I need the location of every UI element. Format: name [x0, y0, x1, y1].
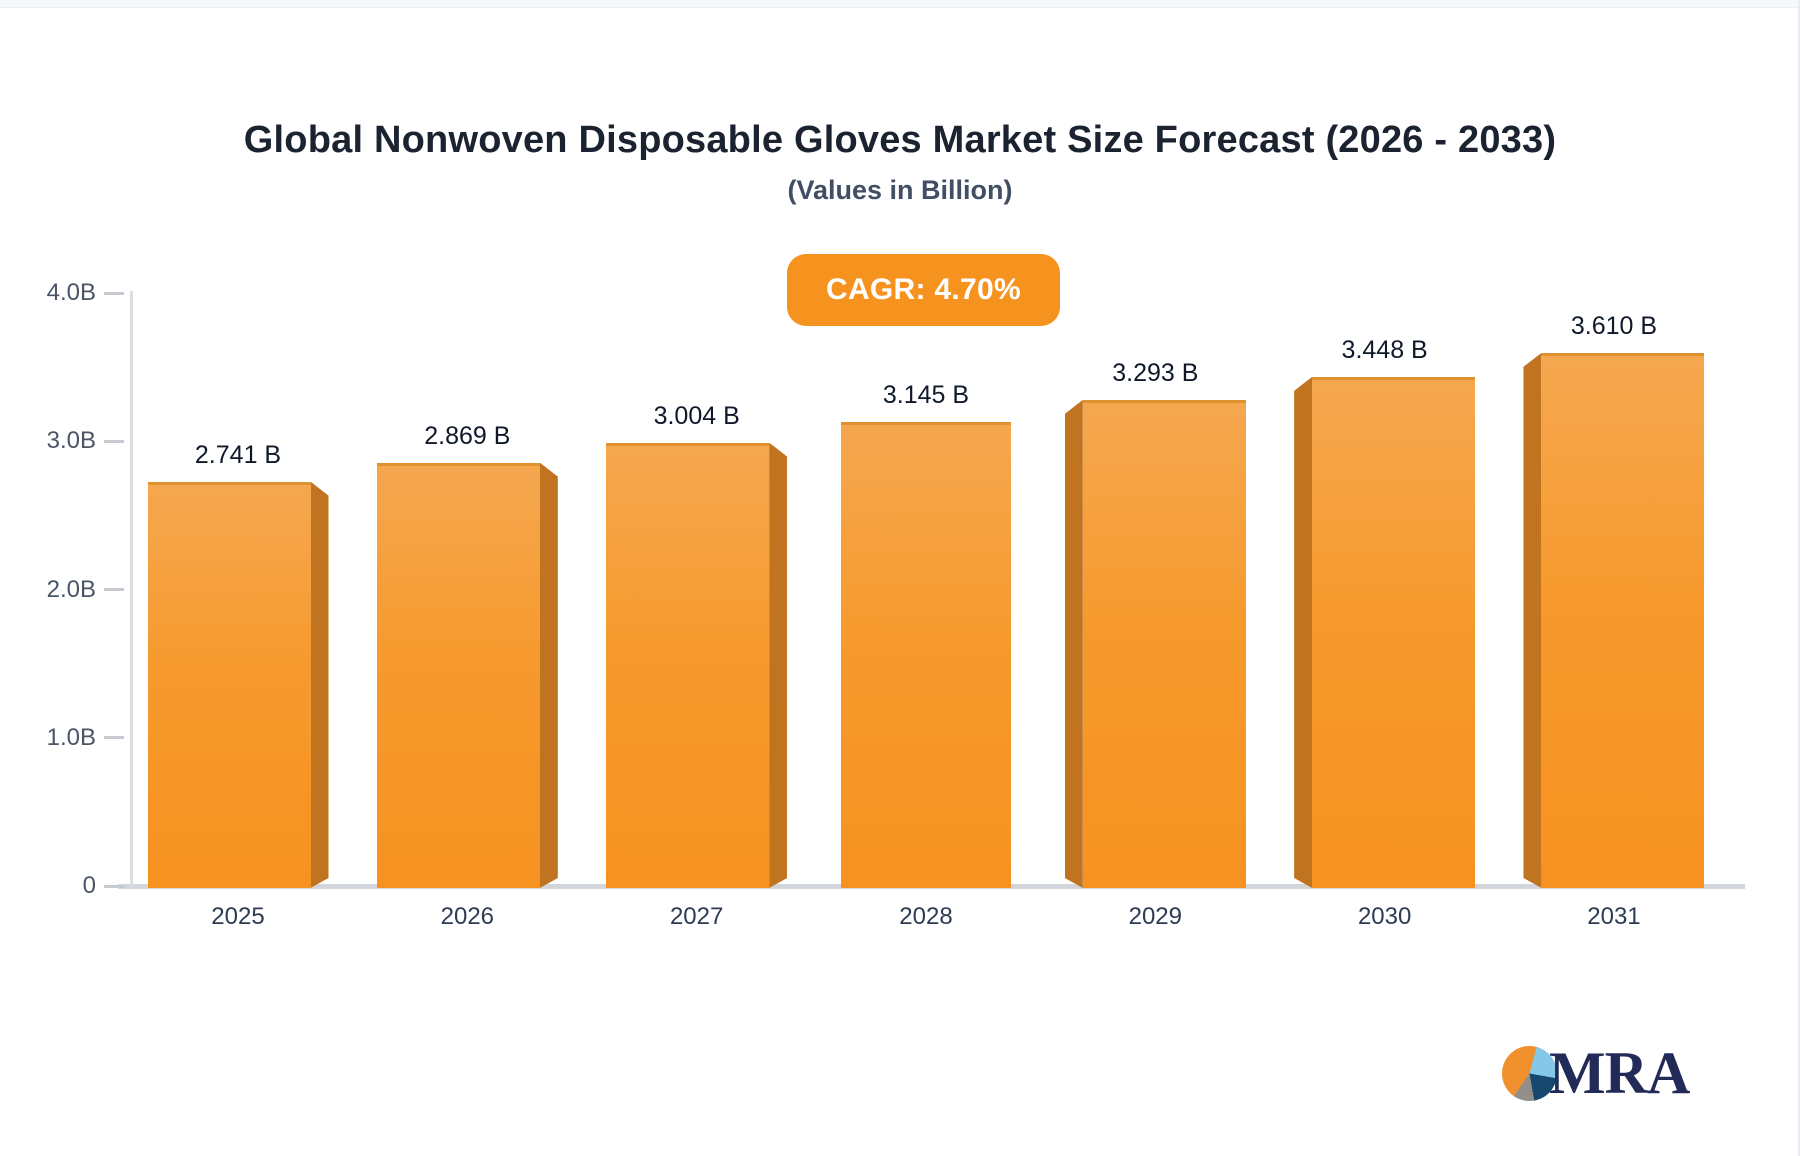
bar-3d-side-face	[1523, 353, 1541, 888]
bar	[147, 481, 311, 888]
y-axis-line	[130, 291, 133, 886]
chart-title: Global Nonwoven Disposable Gloves Market…	[243, 119, 1557, 161]
bar-value-label: 3.293 B	[1112, 358, 1199, 387]
x-axis-category-label: 2027	[669, 903, 724, 930]
bar-3d-side-face	[769, 443, 787, 888]
x-axis-category-label: 2028	[899, 903, 953, 930]
bar	[840, 421, 1011, 888]
bar	[1541, 352, 1705, 888]
bar-3d-side-face	[311, 482, 329, 888]
x-axis-category-label: 2026	[440, 903, 495, 930]
y-axis-tick-label: 1.0B	[46, 723, 96, 751]
y-axis-tick-label: 3.0B	[46, 427, 96, 455]
bar-value-label: 3.610 B	[1570, 311, 1658, 340]
cagr-badge: CAGR: 4.70%	[787, 254, 1060, 326]
y-axis-tick	[104, 588, 124, 591]
logo-text: MRA	[1549, 1040, 1690, 1106]
right-edge-strip	[1798, 0, 1800, 1156]
x-axis-category-label: 2030	[1357, 903, 1412, 930]
x-axis-category-label: 2029	[1128, 903, 1182, 930]
bar	[376, 462, 540, 888]
y-axis-tick-label: 2.0B	[46, 575, 96, 603]
y-axis-tick	[104, 439, 124, 443]
bar-value-label: 3.448 B	[1341, 335, 1428, 364]
y-axis-tick	[104, 736, 124, 740]
bar-3d-side-face	[1065, 400, 1083, 888]
bar-value-label: 2.869 B	[424, 421, 511, 450]
x-axis-category-label: 2025	[211, 903, 265, 930]
chart-subtitle: (Values in Billion)	[787, 175, 1013, 205]
y-axis-tick-label: 4.0B	[46, 279, 96, 306]
y-axis-tick	[104, 291, 124, 295]
bar-3d-side-face	[540, 463, 558, 888]
bar	[1082, 399, 1246, 888]
pie-chart-icon	[1502, 1045, 1557, 1101]
y-axis-tick	[104, 884, 124, 888]
bar-value-label: 3.004 B	[653, 401, 740, 430]
bar-3d-side-face	[1294, 377, 1312, 888]
bar	[606, 442, 770, 888]
y-axis-tick-label: 0	[82, 872, 96, 899]
bar-value-label: 2.741 B	[194, 440, 282, 469]
bar-value-label: 3.145 B	[882, 380, 970, 409]
bar	[1312, 376, 1476, 888]
x-axis-category-label: 2031	[1587, 903, 1641, 930]
mra-logo: MRA	[1502, 1040, 1732, 1106]
top-edge-strip	[0, 0, 1800, 8]
